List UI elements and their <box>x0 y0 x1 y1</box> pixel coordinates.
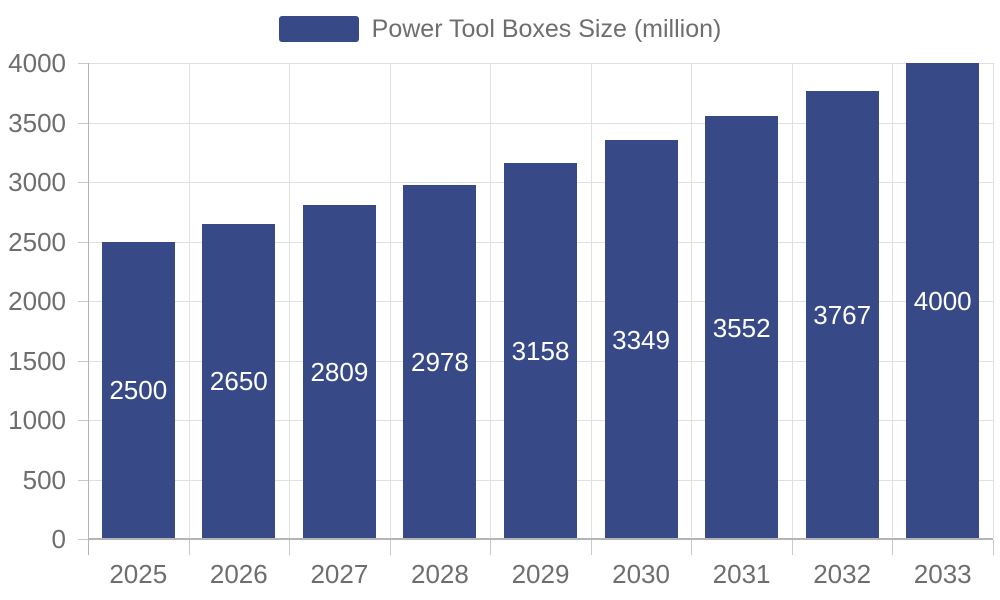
y-tick-mark <box>78 301 88 302</box>
v-gridline <box>389 63 391 539</box>
y-tick-mark <box>78 539 88 540</box>
y-tick-label: 3500 <box>8 107 66 138</box>
y-tick-mark <box>78 420 88 421</box>
v-gridline <box>791 63 793 539</box>
y-tick-mark <box>78 360 88 362</box>
x-tick-mark <box>389 540 391 555</box>
x-tick-mark <box>289 540 291 555</box>
y-tick-label: 0 <box>51 524 66 554</box>
bar-2032: 3767 <box>805 90 879 539</box>
bar-2030: 3349 <box>604 140 678 539</box>
plot-area: 2500 2650 2809 2978 3158 3349 3552 3767 4000 0 500… <box>8 50 994 589</box>
bar-value-label: 2809 <box>310 356 369 387</box>
x-tick-label: 2029 <box>511 559 570 589</box>
bar-2031: 3552 <box>705 116 779 539</box>
v-gridline <box>289 63 291 539</box>
v-gridline <box>993 63 994 539</box>
y-tick-mark <box>78 182 88 183</box>
x-tick-label: 2030 <box>612 559 670 589</box>
y-tick-mark <box>78 479 88 481</box>
y-tick-label: 500 <box>22 464 66 495</box>
y-tick-label: 2500 <box>8 226 66 257</box>
h-gridline <box>88 63 993 64</box>
bar-value-label: 3349 <box>612 324 670 355</box>
x-tick-label: 2028 <box>411 559 469 589</box>
bar-2027: 2809 <box>302 204 376 539</box>
h-gridline <box>88 122 993 124</box>
y-tick-label: 4000 <box>8 48 66 78</box>
y-tick-mark <box>78 241 88 243</box>
x-tick-mark <box>590 540 592 555</box>
x-tick-mark <box>791 540 793 555</box>
bar-2033: 4000 <box>906 63 980 539</box>
x-tick-mark <box>691 540 693 555</box>
x-axis-line <box>88 538 993 540</box>
bar-2026: 2650 <box>202 223 276 539</box>
v-gridline <box>188 63 190 539</box>
x-tick-label: 2031 <box>712 559 771 589</box>
bar-2028: 2978 <box>403 184 477 539</box>
x-tick-label: 2026 <box>209 559 268 589</box>
bar-value-label: 4000 <box>913 286 972 316</box>
y-tick-mark <box>78 63 88 64</box>
x-tick-label: 2025 <box>109 559 168 589</box>
v-gridline <box>691 63 693 539</box>
v-gridline <box>590 63 592 539</box>
y-tick-label: 1000 <box>8 405 66 435</box>
x-tick-label: 2033 <box>913 559 972 589</box>
legend-label: Power Tool Boxes Size (million) <box>371 15 722 43</box>
y-tick-label: 1500 <box>8 345 66 376</box>
x-tick-label: 2032 <box>813 559 872 589</box>
y-tick-label: 3000 <box>8 167 66 197</box>
x-tick-label: 2027 <box>310 559 369 589</box>
bar-value-label: 3767 <box>813 299 872 330</box>
bar-value-label: 2978 <box>411 346 469 377</box>
y-axis-line <box>88 63 89 555</box>
bar-value-label: 3552 <box>712 312 771 343</box>
bar-value-label: 3158 <box>511 336 570 367</box>
x-tick-mark <box>892 540 894 555</box>
bar-2025: 2500 <box>101 241 175 539</box>
v-gridline <box>490 63 492 539</box>
x-tick-mark <box>188 540 190 555</box>
legend[interactable]: Power Tool Boxes Size (million) <box>0 15 1000 43</box>
bar-2029: 3158 <box>504 163 577 539</box>
bar-value-label: 2500 <box>109 375 168 406</box>
x-tick-mark <box>490 540 492 555</box>
y-tick-mark <box>78 122 88 124</box>
bar-value-label: 2650 <box>209 366 268 397</box>
x-tick-mark <box>993 540 994 555</box>
v-gridline <box>892 63 894 539</box>
y-tick-label: 2000 <box>8 286 66 316</box>
legend-swatch <box>278 16 359 42</box>
